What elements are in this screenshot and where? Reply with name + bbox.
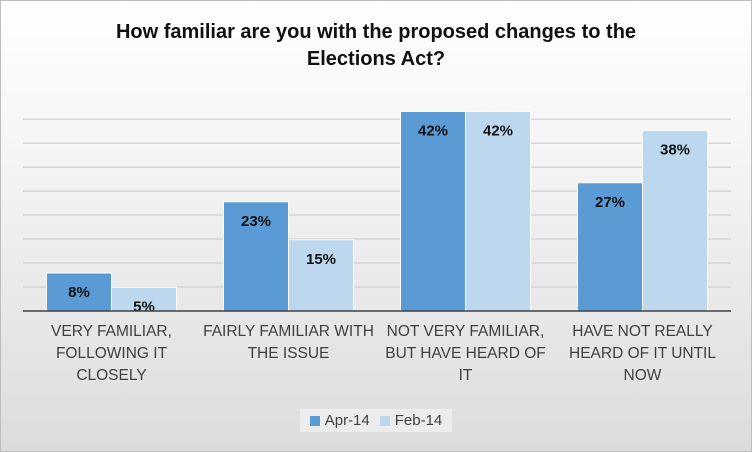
legend-swatch [309,415,320,426]
legend-label: Apr-14 [324,412,370,429]
chart-title: How familiar are you with the proposed c… [1,19,751,73]
legend-item-apr-14: Apr-14 [309,412,370,429]
category-label: FAIRLY FAMILIAR WITH THE ISSUE [199,321,379,365]
bar-apr-14-0 [46,272,112,312]
data-label: 38% [660,142,690,159]
category-label: VERY FAMILIAR, FOLLOWING IT CLOSELY [22,321,202,387]
category-label-line: NOT VERY FAMILIAR, [386,323,545,340]
category-label: HAVE NOT REALLY HEARD OF IT UNTIL NOW [553,321,733,387]
chart-title-line-1: How familiar are you with the proposed c… [115,21,637,43]
data-label: 23% [241,213,271,230]
category-label-line: VERY FAMILIAR, [51,323,172,340]
bar-feb-14-1 [288,239,354,312]
legend-swatch [379,415,390,426]
category-label-line: IT [458,367,473,384]
bar-feb-14-3 [642,130,708,312]
category-label-line: FOLLOWING IT [55,345,168,362]
category-label-line: HAVE NOT REALLY [572,323,713,340]
data-label: 42% [418,123,448,140]
bar-apr-14-2 [400,111,466,312]
category-label-line: NOW [623,367,662,384]
category-label-line: FAIRLY FAMILIAR WITH [203,323,374,340]
category-label: NOT VERY FAMILIAR, BUT HAVE HEARD OF IT [376,321,556,387]
legend-label: Feb-14 [394,412,443,429]
chart-title-line-2: Elections Act? [306,48,446,70]
data-label: 8% [68,284,90,301]
data-label: 5% [133,298,155,315]
category-label-line: BUT HAVE HEARD OF [385,345,546,362]
data-label: 15% [306,251,336,268]
legend-box: Apr-14 Feb-14 [299,409,453,432]
data-label: 42% [483,123,513,140]
legend: Apr-14 Feb-14 [1,409,751,432]
category-label-line: HEARD OF IT UNTIL [569,345,716,362]
category-label-line: THE ISSUE [247,345,330,362]
legend-item-feb-14: Feb-14 [379,412,443,429]
bar-feb-14-2 [465,111,531,312]
data-label: 27% [595,194,625,211]
category-label-line: CLOSELY [76,367,147,384]
